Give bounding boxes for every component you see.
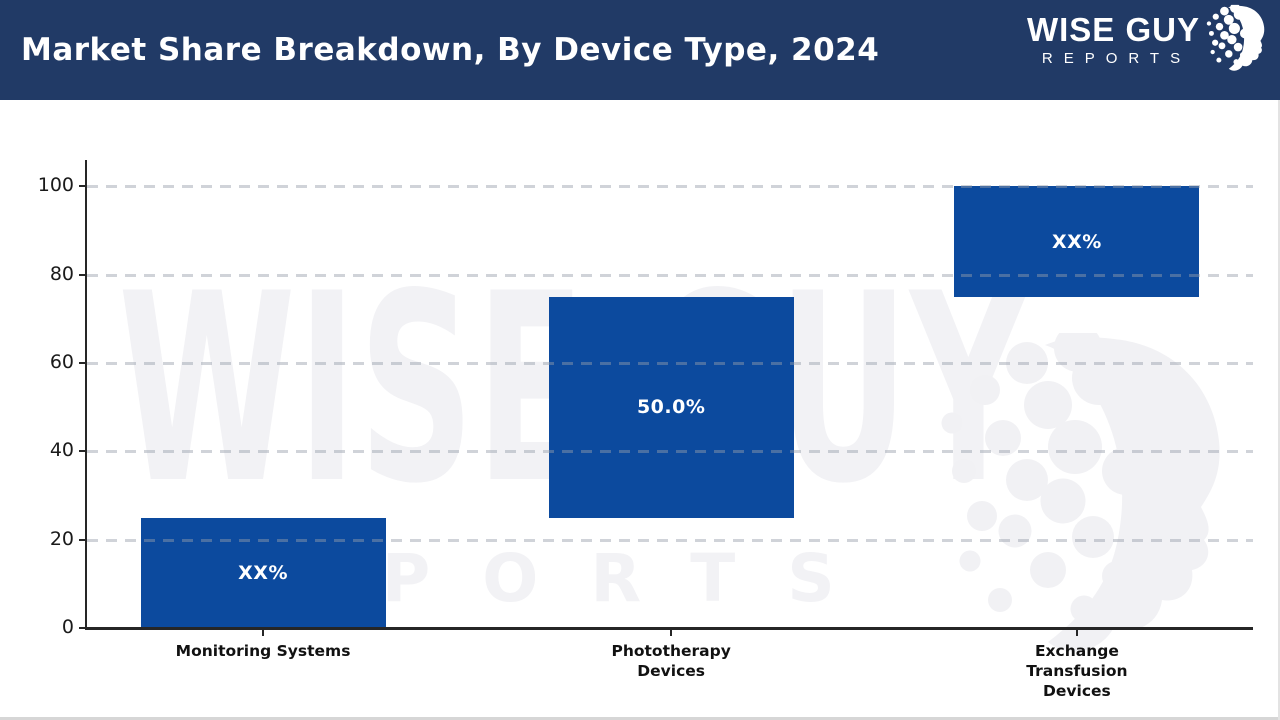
- y-tick-label: 0: [61, 616, 74, 638]
- y-tick-mark: [79, 185, 87, 188]
- right-border: [1278, 100, 1280, 720]
- bar: XX%: [954, 186, 1200, 297]
- x-category-label: Phototherapy Devices: [611, 642, 731, 680]
- header-bar: Market Share Breakdown, By Device Type, …: [0, 0, 1280, 100]
- gridline: [87, 538, 1253, 542]
- x-tick-mark: [262, 628, 265, 636]
- x-tick-mark: [1075, 628, 1078, 636]
- gridline: [87, 273, 1253, 277]
- brand-subtitle: REPORTS: [1041, 49, 1192, 67]
- gridline: [87, 362, 1253, 366]
- y-tick-mark: [79, 450, 87, 453]
- y-tick-mark: [79, 538, 87, 541]
- brand-name: WISE GUY: [1026, 10, 1200, 48]
- y-tick-mark: [79, 627, 87, 629]
- y-tick-mark: [79, 273, 87, 276]
- page-title: Market Share Breakdown, By Device Type, …: [21, 32, 880, 68]
- bottom-border: [0, 717, 1280, 720]
- y-tick-label: 20: [49, 527, 74, 550]
- brand-logo-text: WISE GUY REPORTS: [1027, 13, 1200, 66]
- y-tick-mark: [79, 362, 87, 365]
- x-category-label: Monitoring Systems: [175, 642, 351, 660]
- x-category-label: Exchange Transfusion Devices: [1026, 642, 1128, 700]
- y-tick-label: 40: [49, 439, 74, 462]
- bar-value-label: XX%: [238, 561, 288, 584]
- y-tick-label: 60: [49, 351, 74, 374]
- gridline: [87, 450, 1253, 454]
- x-tick-mark: [670, 628, 673, 636]
- gridline: [87, 185, 1253, 189]
- y-tick-label: 80: [49, 262, 74, 285]
- y-axis-line: [85, 160, 87, 630]
- dotted-face-icon: [1204, 4, 1266, 74]
- brand-logo: WISE GUY REPORTS: [1027, 4, 1266, 74]
- plot-canvas: XX% 50.0% XX% 0 20 40 60 80 100 Monitoring System…: [38, 160, 1253, 700]
- bar: 50.0%: [548, 296, 794, 518]
- bar: XX%: [140, 517, 386, 628]
- x-axis-line: [85, 627, 1253, 630]
- bar-value-label: 50.0%: [636, 396, 706, 419]
- bar-value-label: XX%: [1052, 230, 1102, 253]
- y-tick-label: 100: [37, 174, 74, 197]
